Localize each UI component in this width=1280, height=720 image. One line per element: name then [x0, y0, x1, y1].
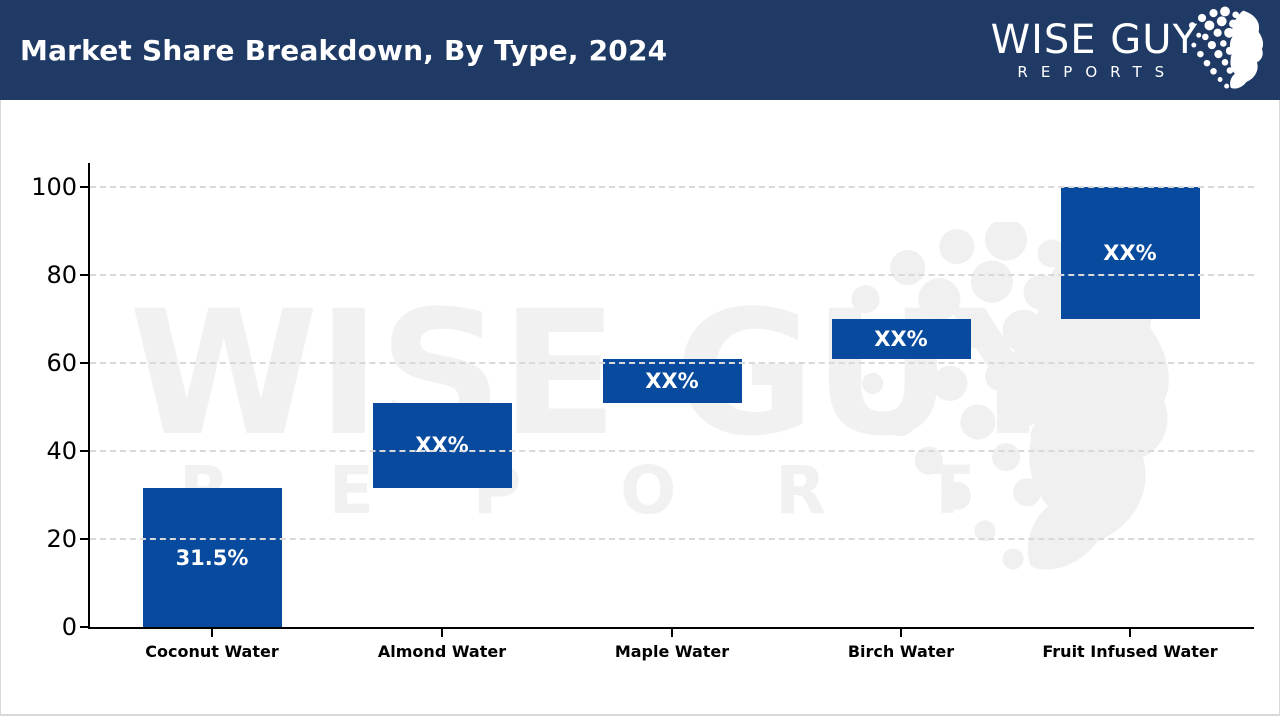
gridline-60	[90, 362, 1254, 364]
bar-value-label: 31.5%	[175, 545, 249, 570]
wiseguy-face-icon	[1188, 6, 1264, 89]
x-axis-label-maple-water: Maple Water	[614, 642, 730, 661]
logo-subtitle: REPORTS	[1017, 63, 1178, 81]
gridline-100	[90, 186, 1254, 188]
y-tick-60	[80, 362, 88, 364]
bar-value-label: XX%	[1103, 241, 1157, 265]
x-axis-label-fruit-infused-water: Fruit Infused Water	[1042, 642, 1218, 661]
page-title: Market Share Breakdown, By Type, 2024	[20, 33, 668, 67]
bar-coconut-water: 31.5%	[142, 488, 282, 627]
y-tick-label-20: 20	[46, 525, 77, 553]
y-tick-20	[80, 538, 88, 540]
bar-almond-water: XX%	[372, 402, 512, 489]
y-tick-80	[80, 274, 88, 276]
bar-value-label: XX%	[645, 368, 699, 393]
logo-wordmark: WISE GUY	[990, 17, 1198, 63]
x-tick-maple-water	[671, 629, 673, 637]
y-tick-40	[80, 450, 88, 452]
x-axis-label-birch-water: Birch Water	[847, 642, 955, 661]
y-tick-label-100: 100	[31, 173, 77, 201]
gridline-20	[90, 538, 1254, 540]
y-tick-label-0: 0	[61, 613, 77, 641]
x-tick-birch-water	[900, 629, 902, 637]
x-tick-fruit-infused-water	[1129, 629, 1131, 637]
x-axis-label-coconut-water: Coconut Water	[145, 642, 279, 661]
gridline-80	[90, 274, 1254, 276]
y-axis-line	[88, 163, 90, 629]
gridline-40	[90, 450, 1254, 452]
chart-panel: WISE GUY R E P O R T S 0 20 40 60 80 100 31.5%…	[0, 100, 1280, 716]
bar-birch-water: XX%	[831, 319, 971, 359]
bar-value-label: XX%	[415, 433, 469, 458]
header-bar: Market Share Breakdown, By Type, 2024 WI…	[0, 0, 1280, 100]
logo-text: WISE GUY REPORTS	[991, 19, 1198, 81]
bar-maple-water: XX%	[602, 358, 742, 403]
y-tick-0	[80, 626, 88, 628]
watermark-text: WISE GUY	[129, 273, 1075, 474]
y-tick-label-60: 60	[46, 349, 77, 377]
y-tick-100	[80, 186, 88, 188]
bar-value-label: XX%	[874, 326, 928, 351]
y-tick-label-40: 40	[46, 437, 77, 465]
x-tick-almond-water	[441, 629, 443, 637]
x-axis-line	[88, 627, 1254, 629]
y-tick-label-80: 80	[46, 261, 77, 289]
bar-fruit-infused-water: XX%	[1060, 187, 1200, 319]
x-axis-label-almond-water: Almond Water	[377, 642, 507, 661]
wiseguy-logo: WISE GUY REPORTS	[991, 4, 1266, 96]
x-tick-coconut-water	[211, 629, 213, 637]
